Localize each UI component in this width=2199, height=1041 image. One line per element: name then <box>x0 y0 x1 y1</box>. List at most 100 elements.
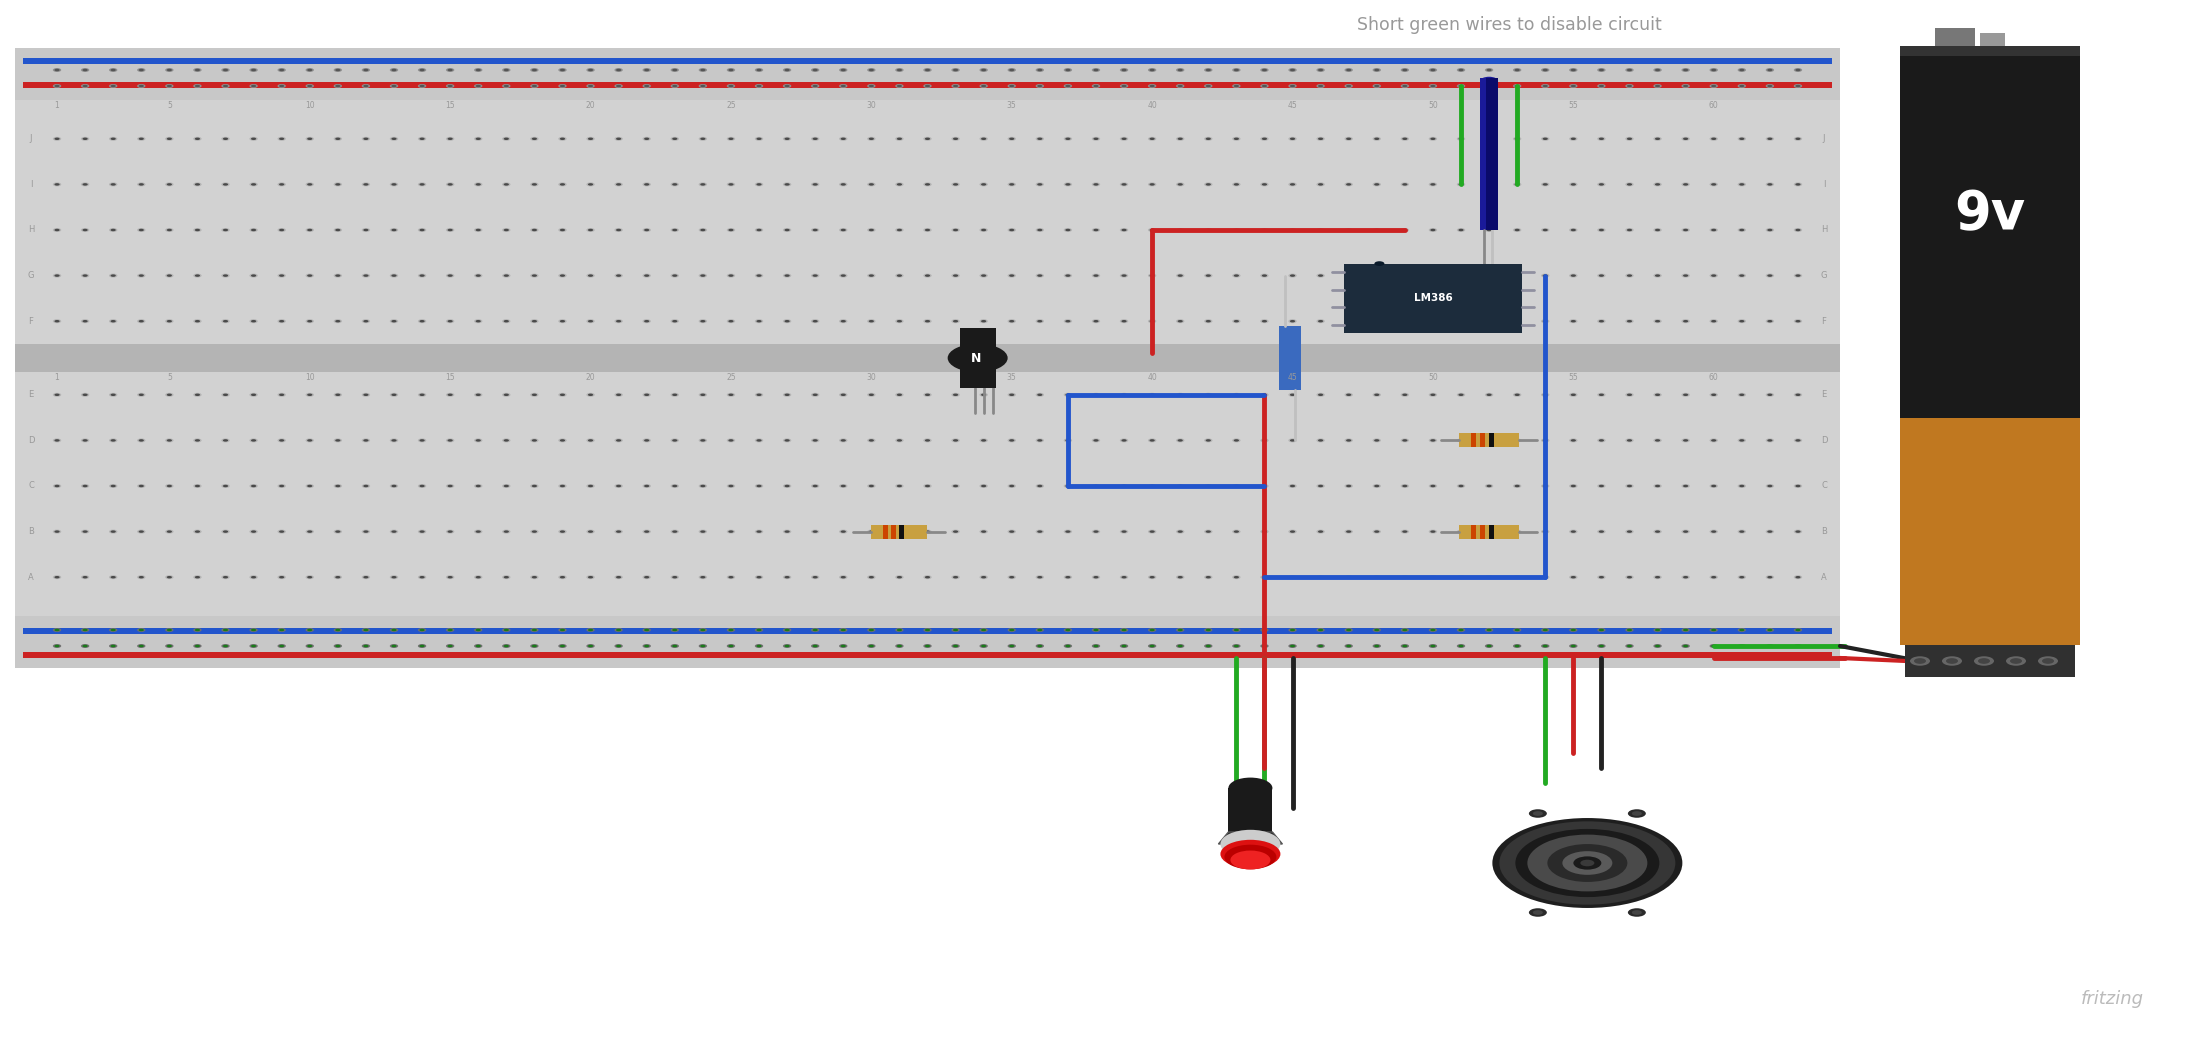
Circle shape <box>1150 229 1154 231</box>
Circle shape <box>1121 644 1126 648</box>
Circle shape <box>897 320 902 323</box>
Circle shape <box>671 320 679 323</box>
Circle shape <box>814 393 818 396</box>
Circle shape <box>251 485 257 487</box>
Circle shape <box>754 84 763 88</box>
Circle shape <box>1429 274 1438 278</box>
Circle shape <box>1317 136 1324 141</box>
Circle shape <box>165 438 174 442</box>
Circle shape <box>754 68 763 72</box>
Circle shape <box>1344 320 1352 323</box>
Circle shape <box>1429 183 1436 185</box>
Circle shape <box>614 228 622 232</box>
Text: 20: 20 <box>585 374 596 382</box>
Circle shape <box>699 137 706 141</box>
Circle shape <box>1036 644 1045 648</box>
Circle shape <box>222 183 229 185</box>
Circle shape <box>1709 228 1717 232</box>
Circle shape <box>449 275 453 277</box>
Circle shape <box>840 275 847 277</box>
Text: 35: 35 <box>1007 374 1016 382</box>
Circle shape <box>1093 485 1100 487</box>
Circle shape <box>1148 68 1157 72</box>
Circle shape <box>55 644 59 648</box>
Circle shape <box>1682 275 1689 277</box>
Circle shape <box>248 84 257 88</box>
Circle shape <box>644 320 649 323</box>
Circle shape <box>840 576 847 579</box>
Bar <box>1900 418 2080 645</box>
Circle shape <box>308 137 312 141</box>
Circle shape <box>1513 320 1522 323</box>
Circle shape <box>754 136 763 141</box>
Circle shape <box>1429 484 1438 488</box>
Bar <box>1471 433 1476 448</box>
Circle shape <box>84 644 88 648</box>
Circle shape <box>1289 320 1297 323</box>
Circle shape <box>530 576 539 579</box>
Circle shape <box>561 275 565 277</box>
Circle shape <box>699 182 708 186</box>
Circle shape <box>587 485 594 487</box>
Circle shape <box>614 628 622 632</box>
Circle shape <box>1291 439 1295 441</box>
Circle shape <box>1458 629 1465 631</box>
Circle shape <box>391 320 396 323</box>
Circle shape <box>194 628 202 632</box>
Circle shape <box>587 68 594 72</box>
Circle shape <box>1946 658 1957 664</box>
Circle shape <box>699 229 706 231</box>
Circle shape <box>1262 229 1267 231</box>
Circle shape <box>363 69 369 71</box>
Circle shape <box>1317 68 1324 72</box>
Circle shape <box>1456 530 1465 534</box>
Circle shape <box>866 438 875 442</box>
Circle shape <box>1739 439 1744 441</box>
Circle shape <box>1599 229 1603 231</box>
Circle shape <box>1596 84 1605 88</box>
Circle shape <box>1739 137 1744 141</box>
Bar <box>1480 433 1484 448</box>
Circle shape <box>866 484 875 488</box>
Circle shape <box>952 576 959 579</box>
Circle shape <box>1429 320 1436 323</box>
Circle shape <box>1262 183 1267 185</box>
Circle shape <box>165 484 174 488</box>
Bar <box>15 344 1841 372</box>
Circle shape <box>866 136 875 141</box>
Circle shape <box>81 182 90 186</box>
Circle shape <box>1794 229 1801 231</box>
Circle shape <box>530 182 539 186</box>
Circle shape <box>1794 274 1803 278</box>
Circle shape <box>334 628 343 632</box>
Circle shape <box>952 137 959 141</box>
Circle shape <box>587 137 594 141</box>
Circle shape <box>530 320 539 323</box>
Circle shape <box>165 628 174 632</box>
Circle shape <box>559 228 567 232</box>
Circle shape <box>420 629 424 631</box>
Circle shape <box>1429 137 1436 141</box>
Circle shape <box>475 320 482 323</box>
Text: 30: 30 <box>866 374 875 382</box>
Circle shape <box>1317 484 1324 488</box>
Circle shape <box>1513 228 1522 232</box>
Circle shape <box>979 530 987 534</box>
Circle shape <box>1091 392 1100 397</box>
Circle shape <box>81 576 90 579</box>
Circle shape <box>363 629 369 631</box>
Circle shape <box>869 320 873 323</box>
Circle shape <box>783 438 792 442</box>
Circle shape <box>110 69 117 71</box>
Circle shape <box>785 183 789 185</box>
Circle shape <box>1231 274 1240 278</box>
Circle shape <box>1484 274 1493 278</box>
Circle shape <box>1064 393 1071 396</box>
Circle shape <box>1429 228 1438 232</box>
Circle shape <box>756 183 761 185</box>
Circle shape <box>1429 576 1436 579</box>
Circle shape <box>866 182 875 186</box>
Circle shape <box>167 530 172 533</box>
Circle shape <box>952 229 959 231</box>
Circle shape <box>532 439 537 441</box>
